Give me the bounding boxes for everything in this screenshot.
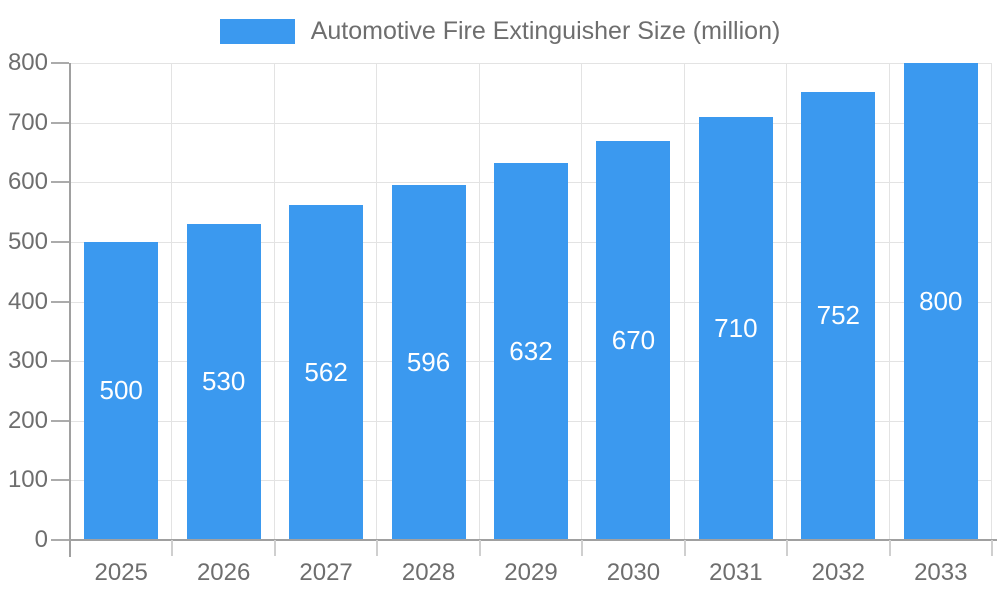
gridline-vertical	[684, 63, 685, 540]
bar-value-label: 710	[714, 312, 758, 343]
x-axis-label: 2025	[94, 559, 148, 586]
y-axis-line	[69, 63, 71, 557]
bar-value-label: 670	[611, 324, 656, 355]
x-axis-label: 2032	[811, 559, 866, 586]
gridline-vertical	[581, 63, 582, 540]
bar-value-label: 500	[99, 375, 143, 406]
bar[interactable]: 530	[186, 223, 261, 540]
gridline-vertical	[786, 63, 787, 540]
x-axis-tick	[684, 540, 686, 556]
x-axis-label: 2030	[606, 559, 661, 586]
gridline-vertical	[991, 63, 992, 540]
y-axis-tick	[51, 121, 69, 124]
bar[interactable]: 710	[698, 116, 773, 540]
bar-value-label: 562	[304, 356, 348, 387]
x-axis-label: 2028	[401, 559, 456, 586]
bar[interactable]: 596	[391, 184, 466, 540]
y-axis-tick	[51, 360, 69, 363]
x-axis-tick	[376, 540, 378, 556]
x-axis-tick	[479, 540, 481, 556]
y-axis-label: 400	[7, 287, 48, 315]
bar[interactable]: 800	[903, 63, 978, 540]
gridline-vertical	[889, 63, 890, 540]
legend[interactable]: Automotive Fire Extinguisher Size (milli…	[0, 16, 1000, 46]
x-axis-tick	[991, 540, 993, 556]
bar[interactable]: 752	[801, 91, 876, 540]
y-axis-label: 600	[7, 168, 48, 196]
y-axis-label: 800	[7, 49, 48, 76]
bar-value-label: 530	[201, 366, 246, 397]
gridline-vertical	[171, 63, 172, 540]
bar-value-label: 800	[919, 286, 963, 316]
x-axis-label: 2031	[709, 559, 763, 586]
gridline-horizontal	[70, 122, 992, 124]
x-axis-tick	[786, 540, 788, 556]
bar[interactable]: 562	[289, 204, 364, 540]
y-axis-tick	[51, 539, 69, 541]
x-axis-line	[52, 539, 997, 541]
x-axis-tick	[171, 540, 173, 556]
legend-label: Automotive Fire Extinguisher Size (milli…	[310, 16, 781, 45]
bar-value-label: 632	[509, 336, 553, 367]
y-axis-label: 0	[34, 526, 48, 553]
x-axis-label: 2026	[196, 559, 251, 586]
y-axis-label: 300	[7, 347, 48, 375]
x-axis-label: 2033	[914, 559, 968, 586]
x-axis-label: 2029	[504, 559, 558, 586]
gridline-vertical	[479, 63, 480, 540]
y-axis-tick	[51, 240, 69, 243]
y-axis-tick	[51, 419, 69, 422]
plot-area: 500 530 562 596 632 670 710 752 800	[70, 63, 992, 540]
y-axis-tick	[51, 300, 69, 303]
y-axis-label: 700	[7, 108, 48, 136]
y-axis-tick	[51, 479, 69, 482]
y-axis-label: 200	[7, 406, 48, 434]
bar-value-label: 596	[406, 346, 451, 377]
gridline-horizontal	[70, 63, 992, 64]
legend-swatch	[219, 18, 295, 44]
bar-value-label: 752	[816, 300, 861, 331]
x-axis-tick	[581, 540, 583, 556]
gridline-vertical	[274, 63, 275, 540]
bar[interactable]: 632	[494, 163, 568, 540]
gridline-vertical	[376, 63, 377, 540]
bar[interactable]: 500	[84, 241, 159, 540]
y-axis-label: 500	[7, 227, 48, 255]
y-axis-tick	[51, 62, 69, 64]
y-axis-tick	[51, 181, 69, 184]
bar[interactable]: 670	[596, 140, 671, 540]
x-axis-tick	[274, 540, 276, 556]
x-axis-label: 2027	[299, 559, 353, 586]
y-axis-label: 100	[7, 466, 48, 494]
x-axis-tick	[889, 540, 891, 556]
